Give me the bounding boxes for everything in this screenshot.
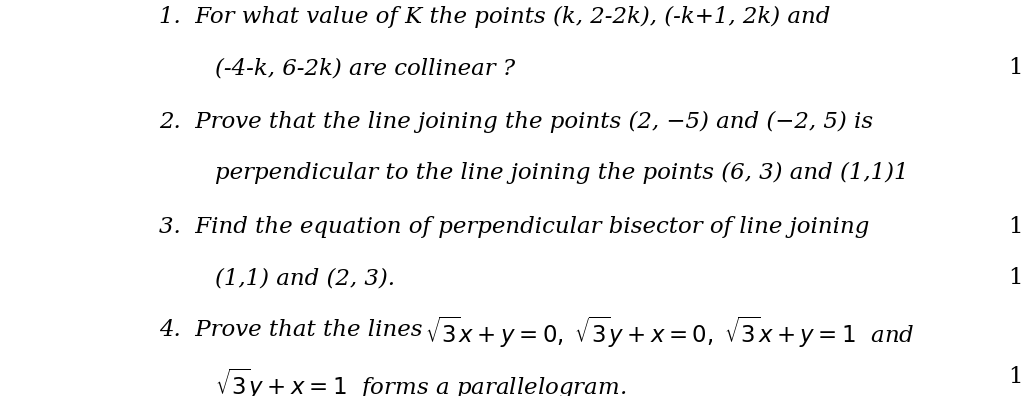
Text: perpendicular to the line joining the points (6, 3) and (1,1)1: perpendicular to the line joining the po…: [215, 162, 908, 185]
Text: 1.  For what value of K the points (k, 2-2k), (-k+1, 2k) and: 1. For what value of K the points (k, 2-…: [159, 6, 830, 28]
Text: 1: 1: [1009, 216, 1023, 238]
Text: 1: 1: [1009, 267, 1023, 289]
Text: $\sqrt{3}x+y=0,\;\sqrt{3}y+x=0,\;\sqrt{3}x+y=1$  and: $\sqrt{3}x+y=0,\;\sqrt{3}y+x=0,\;\sqrt{3…: [425, 315, 914, 350]
Text: (-4-k, 6-2k) are collinear ?: (-4-k, 6-2k) are collinear ?: [215, 57, 515, 80]
Text: 2.  Prove that the line joining the points (2, −5) and (−2, 5) is: 2. Prove that the line joining the point…: [159, 111, 872, 133]
Text: 3.  Find the equation of perpendicular bisector of line joining: 3. Find the equation of perpendicular bi…: [159, 216, 869, 238]
Text: $\sqrt{3}y+x=1$  forms a parallelogram.: $\sqrt{3}y+x=1$ forms a parallelogram.: [215, 366, 627, 396]
Text: 4.  Prove that the lines: 4. Prove that the lines: [159, 319, 422, 341]
Text: 1: 1: [1009, 366, 1023, 388]
Text: 1: 1: [1009, 57, 1023, 80]
Text: (1,1) and (2, 3).: (1,1) and (2, 3).: [215, 267, 395, 289]
